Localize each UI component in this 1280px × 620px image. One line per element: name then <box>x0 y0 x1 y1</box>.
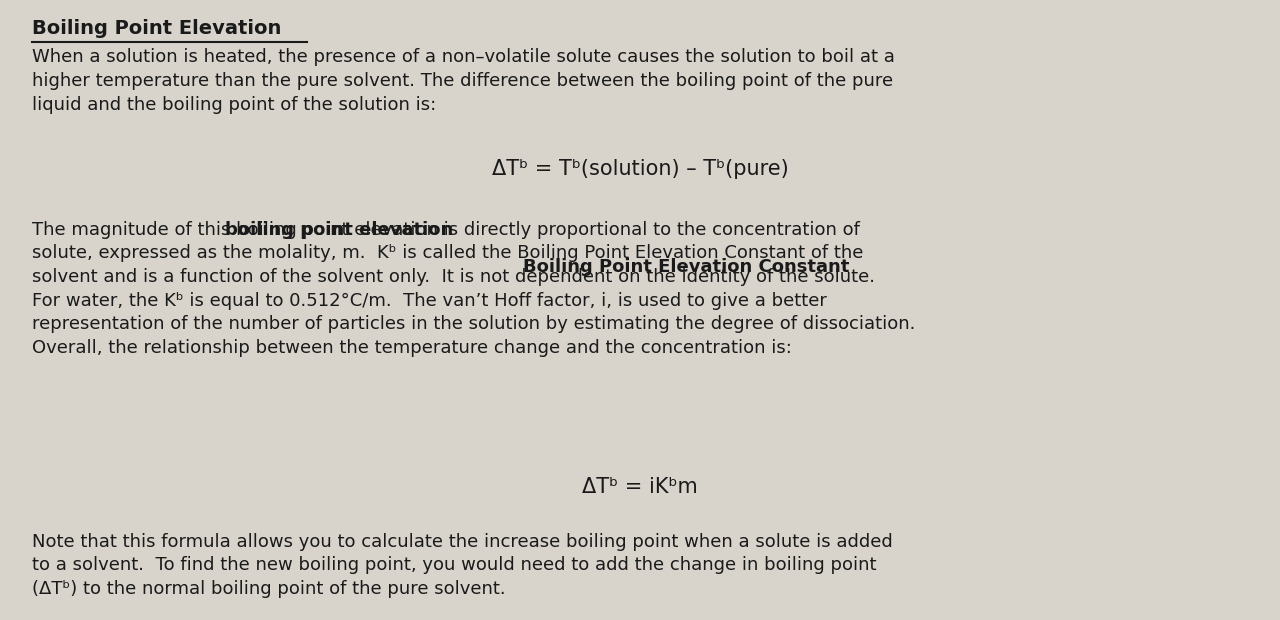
Text: boiling point elevation: boiling point elevation <box>225 221 453 239</box>
Text: The magnitude of this boiling point elevation is directly proportional to the co: The magnitude of this boiling point elev… <box>32 221 915 356</box>
Text: Note that this formula allows you to calculate the increase boiling point when a: Note that this formula allows you to cal… <box>32 533 892 598</box>
Text: Boiling Point Elevation: Boiling Point Elevation <box>32 19 282 38</box>
Text: Boiling Point Elevation Constant: Boiling Point Elevation Constant <box>524 258 850 277</box>
Text: When a solution is heated, the presence of a non–volatile solute causes the solu: When a solution is heated, the presence … <box>32 48 895 113</box>
Text: ΔTᵇ = Tᵇ(solution) – Tᵇ(pure): ΔTᵇ = Tᵇ(solution) – Tᵇ(pure) <box>492 159 788 179</box>
Text: ΔTᵇ = iKᵇm: ΔTᵇ = iKᵇm <box>582 477 698 497</box>
